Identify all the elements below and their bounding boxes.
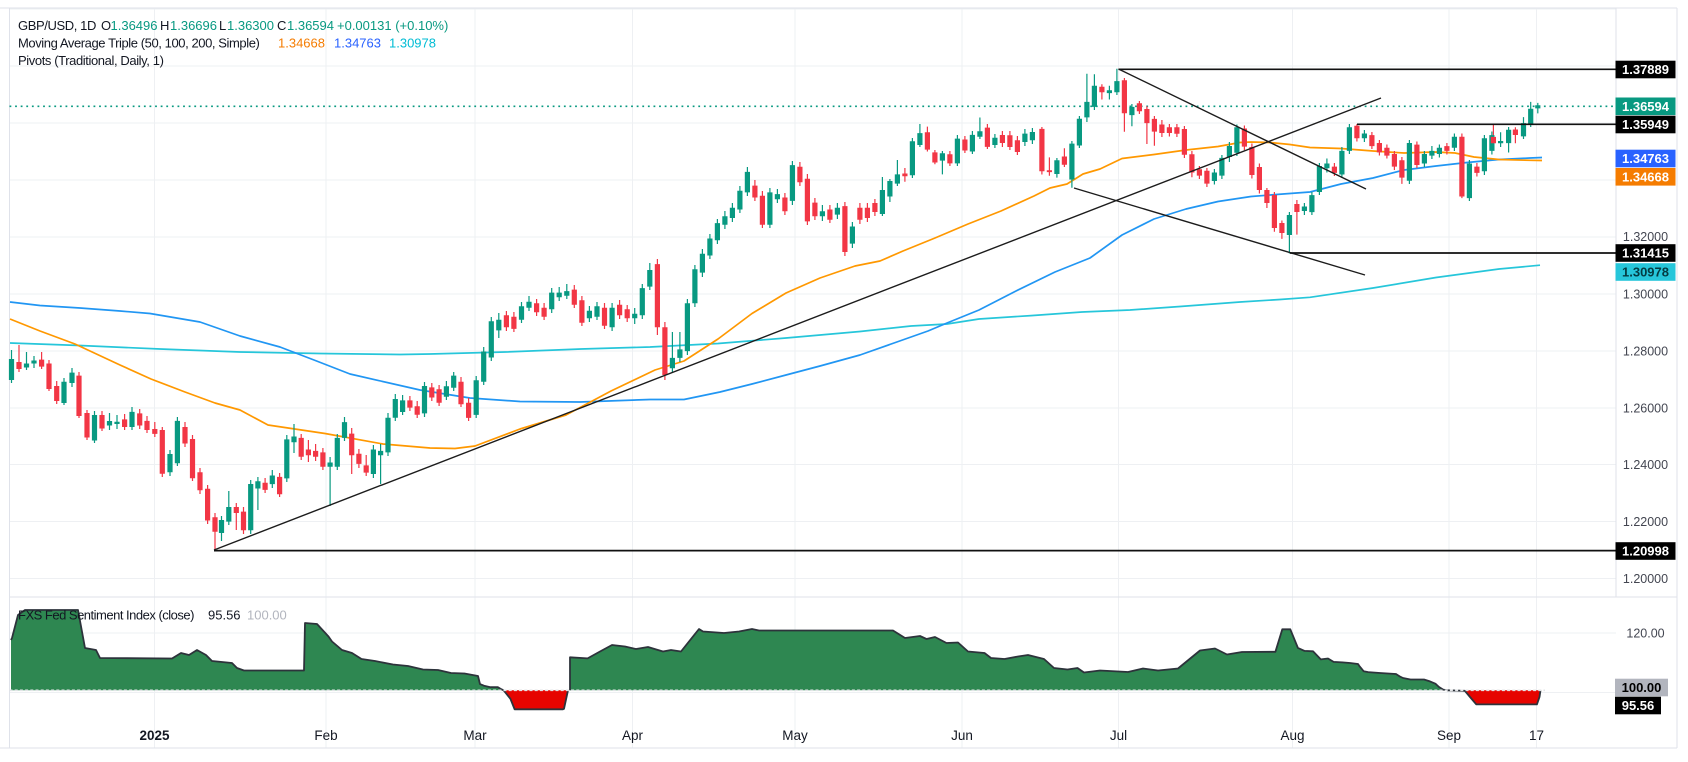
svg-text:1.34763: 1.34763 — [334, 36, 381, 51]
svg-text:1.37889: 1.37889 — [1622, 62, 1669, 77]
svg-text:1.24000: 1.24000 — [1623, 458, 1668, 472]
svg-text:1.28000: 1.28000 — [1623, 344, 1668, 358]
svg-text:C: C — [277, 18, 286, 33]
svg-text:H: H — [160, 18, 169, 33]
svg-text:2025: 2025 — [139, 728, 170, 743]
svg-text:Jun: Jun — [951, 728, 973, 743]
svg-text:1.36696: 1.36696 — [170, 18, 217, 33]
svg-text:1.32000: 1.32000 — [1623, 230, 1668, 244]
svg-text:1.36594: 1.36594 — [287, 18, 334, 33]
svg-text:1.35949: 1.35949 — [1622, 117, 1669, 132]
svg-text:GBP/USD, 1D: GBP/USD, 1D — [18, 18, 96, 33]
svg-text:1.36300: 1.36300 — [227, 18, 274, 33]
svg-text:FXS Fed Sentiment Index (close: FXS Fed Sentiment Index (close) — [18, 608, 194, 623]
svg-text:1.26000: 1.26000 — [1623, 401, 1668, 415]
svg-text:17: 17 — [1529, 728, 1544, 743]
svg-text:Sep: Sep — [1437, 728, 1461, 743]
svg-text:1.20000: 1.20000 — [1623, 572, 1668, 586]
svg-text:1.34668: 1.34668 — [1622, 169, 1669, 184]
svg-text:Pivots (Traditional, Daily, 1): Pivots (Traditional, Daily, 1) — [18, 53, 164, 68]
svg-text:1.30000: 1.30000 — [1623, 287, 1668, 301]
svg-text:O: O — [101, 18, 111, 33]
svg-text:May: May — [782, 728, 808, 743]
svg-text:Mar: Mar — [463, 728, 487, 743]
svg-text:1.36594: 1.36594 — [1622, 99, 1670, 114]
svg-text:Aug: Aug — [1280, 728, 1304, 743]
svg-text:L: L — [219, 18, 226, 33]
svg-text:Jul: Jul — [1110, 728, 1127, 743]
svg-text:100.00: 100.00 — [247, 608, 287, 623]
svg-text:+0.00131 (+0.10%): +0.00131 (+0.10%) — [337, 18, 448, 33]
svg-text:1.31415: 1.31415 — [1622, 246, 1669, 261]
svg-text:100.00: 100.00 — [1622, 680, 1662, 695]
svg-text:95.56: 95.56 — [208, 608, 241, 623]
svg-text:1.30978: 1.30978 — [1622, 265, 1669, 280]
svg-text:Apr: Apr — [622, 728, 644, 743]
svg-text:1.30978: 1.30978 — [389, 36, 436, 51]
svg-text:1.34763: 1.34763 — [1622, 151, 1669, 166]
svg-text:1.20998: 1.20998 — [1622, 544, 1669, 559]
svg-text:Feb: Feb — [314, 728, 337, 743]
svg-text:Moving Average Triple (50, 100: Moving Average Triple (50, 100, 200, Sim… — [18, 36, 260, 51]
svg-text:95.56: 95.56 — [1622, 698, 1655, 713]
svg-text:1.36496: 1.36496 — [111, 18, 158, 33]
svg-text:120.00: 120.00 — [1626, 626, 1664, 640]
svg-text:1.22000: 1.22000 — [1623, 515, 1668, 529]
svg-text:1.34668: 1.34668 — [278, 36, 325, 51]
